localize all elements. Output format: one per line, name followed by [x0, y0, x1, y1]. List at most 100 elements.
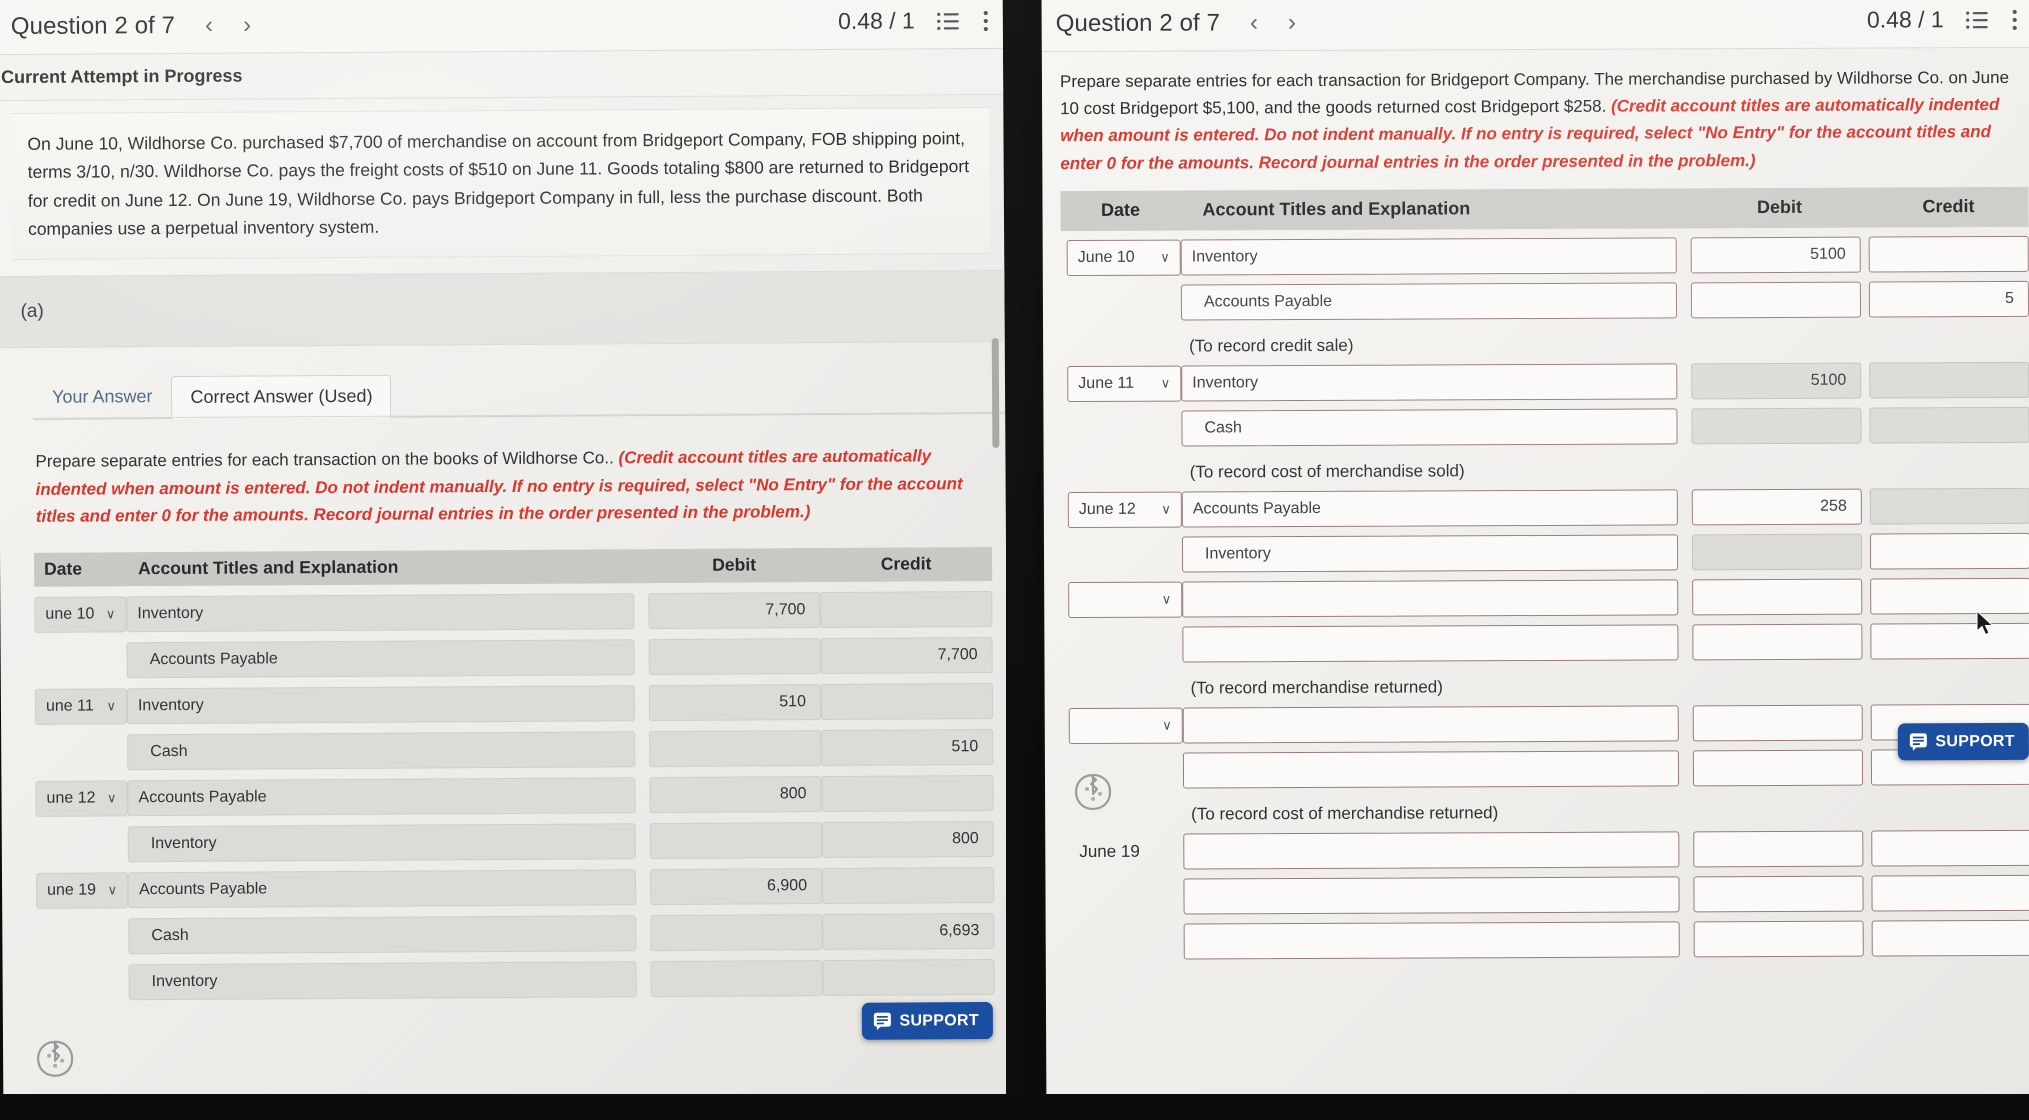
debit-amount-input[interactable]: [1690, 281, 1862, 319]
support-button-right[interactable]: SUPPORT: [1897, 722, 2029, 761]
next-question-button[interactable]: ›: [242, 11, 252, 39]
account-title-input[interactable]: [1182, 750, 1680, 789]
credit-amount-input[interactable]: [1869, 487, 2029, 525]
account-title-input[interactable]: [1183, 876, 1680, 915]
list-icon[interactable]: [937, 11, 961, 31]
left-scrollbar-thumb[interactable]: [991, 337, 1000, 449]
credit-amount-input[interactable]: [1868, 235, 2029, 273]
debit-amount-input[interactable]: [1692, 578, 1863, 616]
cookie-icon[interactable]: [35, 1039, 75, 1079]
credit-amount-input[interactable]: 510: [821, 728, 994, 767]
credit-amount-input[interactable]: [821, 774, 994, 813]
debit-cell: [649, 730, 822, 768]
account-title-input[interactable]: [1182, 579, 1679, 618]
credit-amount-input[interactable]: [1869, 532, 2029, 570]
debit-amount-input[interactable]: 800: [649, 776, 822, 814]
account-title-input[interactable]: Inventory: [128, 961, 637, 1001]
account-title-input[interactable]: [1183, 921, 1680, 960]
debit-amount-input[interactable]: 5100: [1691, 362, 1862, 400]
account-title-input[interactable]: Cash: [127, 731, 636, 771]
debit-amount-input[interactable]: [1693, 875, 1864, 913]
credit-amount-input[interactable]: [1869, 361, 2029, 399]
account-title-input[interactable]: Inventory: [127, 823, 636, 863]
prev-question-button[interactable]: ‹: [204, 11, 214, 39]
credit-amount-input[interactable]: [820, 682, 994, 721]
table-row: Accounts Payable 7,700: [35, 636, 993, 679]
debit-amount-input[interactable]: [1693, 830, 1864, 868]
table-row: [1062, 622, 2029, 663]
account-title-input[interactable]: Inventory: [1180, 237, 1677, 276]
debit-amount-input[interactable]: [649, 822, 822, 860]
account-title-input[interactable]: Cash: [128, 915, 637, 955]
debit-amount-input[interactable]: [1691, 407, 1862, 445]
debit-amount-input[interactable]: [1693, 920, 1864, 958]
debit-cell: [1692, 578, 1870, 616]
debit-amount-input[interactable]: [1692, 704, 1863, 742]
debit-amount-input[interactable]: [650, 914, 823, 952]
debit-amount-input[interactable]: 510: [648, 684, 822, 722]
date-select[interactable]: une 11 ∨: [34, 688, 128, 725]
credit-amount-input[interactable]: [1869, 406, 2029, 444]
tab-your-answer[interactable]: Your Answer: [52, 386, 153, 408]
debit-amount-input[interactable]: 5100: [1690, 236, 1861, 274]
list-icon-right[interactable]: [1966, 10, 1990, 30]
debit-amount-input[interactable]: [1691, 533, 1863, 571]
support-button[interactable]: SUPPORT: [861, 1002, 994, 1040]
account-title-input[interactable]: Accounts Payable: [126, 639, 635, 679]
account-title-input[interactable]: Inventory: [126, 593, 635, 633]
date-select[interactable]: une 19 ∨: [35, 872, 129, 909]
tab-correct-answer[interactable]: Correct Answer (Used): [171, 375, 392, 420]
debit-amount-input[interactable]: 6,900: [649, 868, 823, 906]
account-title-input[interactable]: Accounts Payable: [127, 777, 636, 817]
account-title-input[interactable]: [1182, 705, 1679, 744]
date-select[interactable]: ∨: [1068, 707, 1183, 744]
date-select[interactable]: June 10 ∨: [1066, 239, 1181, 276]
prev-question-button-right[interactable]: ‹: [1249, 8, 1259, 36]
credit-amount-input[interactable]: [822, 958, 995, 997]
credit-amount-input[interactable]: 6,693: [822, 912, 995, 951]
credit-amount-input[interactable]: 5: [1868, 280, 2029, 318]
account-title-input[interactable]: Inventory: [1181, 534, 1679, 573]
table-row: Inventory 800: [36, 820, 994, 863]
credit-amount-input[interactable]: 800: [821, 820, 994, 859]
credit-amount-input[interactable]: [1871, 874, 2029, 912]
debit-amount-input[interactable]: [1692, 749, 1864, 787]
next-question-button-right[interactable]: ›: [1287, 8, 1297, 36]
kebab-menu-icon-right[interactable]: [2012, 8, 2018, 30]
table-row: Cash: [1061, 406, 2029, 447]
account-title-input[interactable]: Inventory: [1181, 363, 1678, 402]
date-select[interactable]: June 12 ∨: [1067, 491, 1182, 528]
account-title-input[interactable]: [1182, 624, 1679, 663]
account-cell: Inventory: [128, 961, 651, 1001]
attempt-status: Current Attempt in Progress: [0, 48, 1004, 102]
credit-amount-input[interactable]: [1870, 577, 2029, 615]
debit-amount-input[interactable]: 7,700: [648, 592, 821, 630]
account-title-input[interactable]: Accounts Payable: [1181, 489, 1678, 528]
table-row: une 11 ∨ Inventory 510: [34, 682, 994, 725]
credit-amount-input[interactable]: [820, 590, 993, 629]
date-select[interactable]: une 12 ∨: [35, 780, 128, 817]
credit-amount-input[interactable]: 7,700: [820, 636, 993, 675]
date-cell: [36, 844, 128, 845]
debit-amount-input[interactable]: [649, 730, 822, 768]
cookie-icon-right[interactable]: [1073, 772, 1113, 812]
credit-amount-input[interactable]: [1871, 919, 2029, 957]
date-cell: ∨: [1062, 581, 1183, 618]
left-screen-panel: Question 2 of 7 ‹ › 0.48 / 1: [0, 0, 1010, 1104]
credit-amount-input[interactable]: [1871, 829, 2029, 867]
credit-amount-input[interactable]: [821, 866, 995, 905]
date-select[interactable]: ∨: [1068, 581, 1183, 618]
debit-amount-input[interactable]: 258: [1691, 488, 1862, 526]
account-title-input[interactable]: [1183, 831, 1680, 870]
account-title-input[interactable]: Accounts Payable: [1180, 282, 1678, 321]
debit-amount-input[interactable]: [650, 960, 823, 998]
date-select[interactable]: une 10 ∨: [34, 596, 127, 633]
credit-amount-input[interactable]: [1870, 622, 2029, 660]
kebab-menu-icon[interactable]: [983, 10, 989, 32]
account-title-input[interactable]: Accounts Payable: [127, 869, 637, 909]
debit-amount-input[interactable]: [1692, 623, 1863, 661]
account-title-input[interactable]: Cash: [1181, 408, 1678, 447]
date-select[interactable]: June 11 ∨: [1067, 365, 1182, 402]
debit-amount-input[interactable]: [648, 638, 821, 676]
account-title-input[interactable]: Inventory: [126, 685, 636, 725]
